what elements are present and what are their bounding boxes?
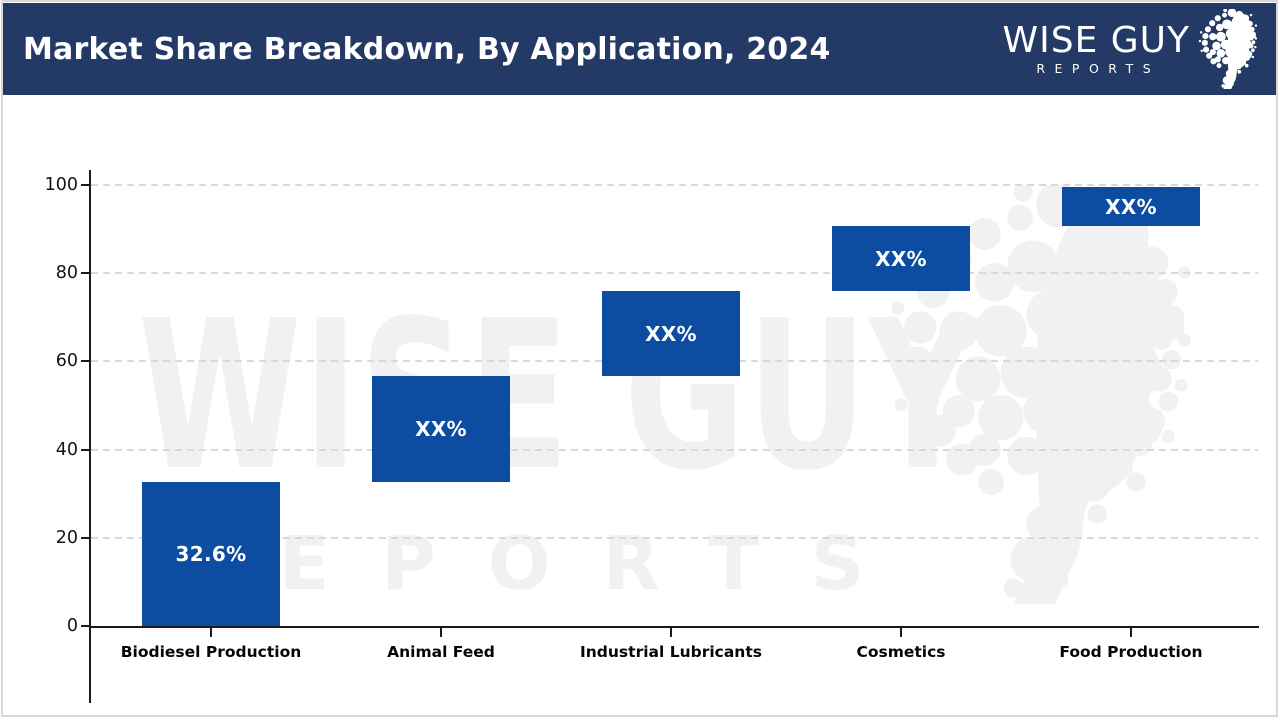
x-axis-tick-industrial-lubricants xyxy=(670,628,672,637)
y-axis-label-80: 80 xyxy=(55,263,78,284)
bar-cosmetics: XX% xyxy=(832,226,970,291)
category-label-animal-feed: Animal Feed xyxy=(387,643,495,661)
bar-animal-feed: XX% xyxy=(372,376,510,483)
bar-value-label: XX% xyxy=(875,246,927,271)
y-axis-tick-0 xyxy=(81,625,89,627)
x-axis-tick-biodiesel-production xyxy=(210,628,212,637)
gridline-y-40 xyxy=(91,448,1258,451)
y-axis-label-20: 20 xyxy=(55,527,78,548)
category-label-cosmetics: Cosmetics xyxy=(856,643,946,661)
wiseguy-logo: WISE GUY REPORTS xyxy=(1003,3,1259,95)
wiseguy-head-logo-icon xyxy=(1198,9,1258,89)
bar-biodiesel-production: 32.6% xyxy=(142,482,280,626)
bar-food-production: XX% xyxy=(1062,186,1200,227)
y-axis-tick-40 xyxy=(81,448,89,451)
logo-subtitle: REPORTS xyxy=(1036,60,1161,76)
bar-value-label: 32.6% xyxy=(175,542,247,567)
chart-plot-area: WISE GUY REPORTS 0 20 40 60 80 100 32.6% XX% XX… xyxy=(0,95,1280,720)
y-axis-spine xyxy=(89,170,91,703)
x-axis-tick-cosmetics xyxy=(900,628,902,637)
x-axis-spine xyxy=(89,626,1259,628)
bar-value-label: XX% xyxy=(645,321,697,346)
y-axis-label-100: 100 xyxy=(44,175,78,195)
watermark-head-icon xyxy=(884,185,1191,605)
y-axis-tick-80 xyxy=(81,272,89,275)
wiseguy-logo-text: WISE GUY REPORTS xyxy=(1002,19,1191,76)
gridline-y-100 xyxy=(91,184,1258,186)
y-axis-label-0: 0 xyxy=(66,616,78,636)
category-label-food-production: Food Production xyxy=(1059,643,1203,661)
y-axis-label-40: 40 xyxy=(55,439,78,460)
y-axis-tick-20 xyxy=(81,536,89,539)
y-axis-label-60: 60 xyxy=(55,351,78,372)
category-label-industrial-lubricants: Industrial Lubricants xyxy=(580,643,762,661)
header-bar: Market Share Breakdown, By Application, … xyxy=(3,3,1276,95)
bar-value-label: XX% xyxy=(415,417,467,442)
x-axis-tick-animal-feed xyxy=(440,628,442,637)
category-label-biodiesel-production: Biodiesel Production xyxy=(120,643,302,661)
bar-value-label: XX% xyxy=(1105,194,1157,219)
logo-wordmark: WISE GUY xyxy=(1002,19,1190,61)
bar-industrial-lubricants: XX% xyxy=(602,290,740,377)
watermark-text-1: WISE GUY xyxy=(138,276,978,516)
gridline-y-20 xyxy=(91,536,1258,539)
y-axis-tick-100 xyxy=(81,184,89,186)
page-title: Market Share Breakdown, By Application, … xyxy=(23,31,831,67)
gridline-y-80 xyxy=(91,272,1258,275)
x-axis-tick-food-production xyxy=(1130,628,1132,637)
y-axis-tick-60 xyxy=(81,360,89,363)
